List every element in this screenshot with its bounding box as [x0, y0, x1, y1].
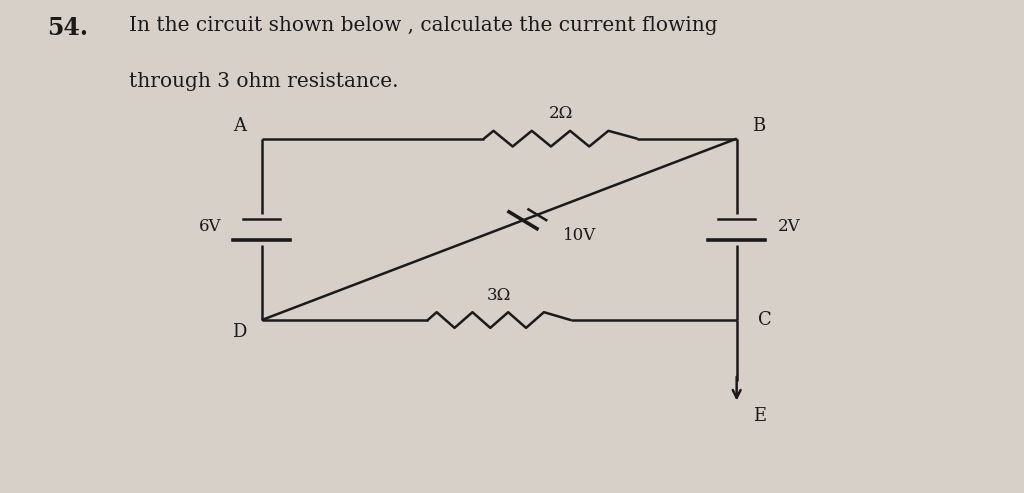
- Text: 6V: 6V: [199, 218, 221, 235]
- Text: A: A: [232, 117, 246, 136]
- Text: 10V: 10V: [563, 227, 596, 244]
- Text: 54.: 54.: [47, 16, 88, 40]
- Text: 3Ω: 3Ω: [487, 287, 511, 304]
- Text: E: E: [753, 407, 766, 424]
- Text: In the circuit shown below , calculate the current flowing: In the circuit shown below , calculate t…: [129, 16, 718, 35]
- Text: B: B: [753, 117, 766, 136]
- Text: 2Ω: 2Ω: [548, 105, 572, 122]
- Text: D: D: [232, 323, 247, 341]
- Text: through 3 ohm resistance.: through 3 ohm resistance.: [129, 72, 398, 92]
- Text: C: C: [759, 311, 772, 329]
- Text: 2V: 2V: [777, 218, 800, 235]
